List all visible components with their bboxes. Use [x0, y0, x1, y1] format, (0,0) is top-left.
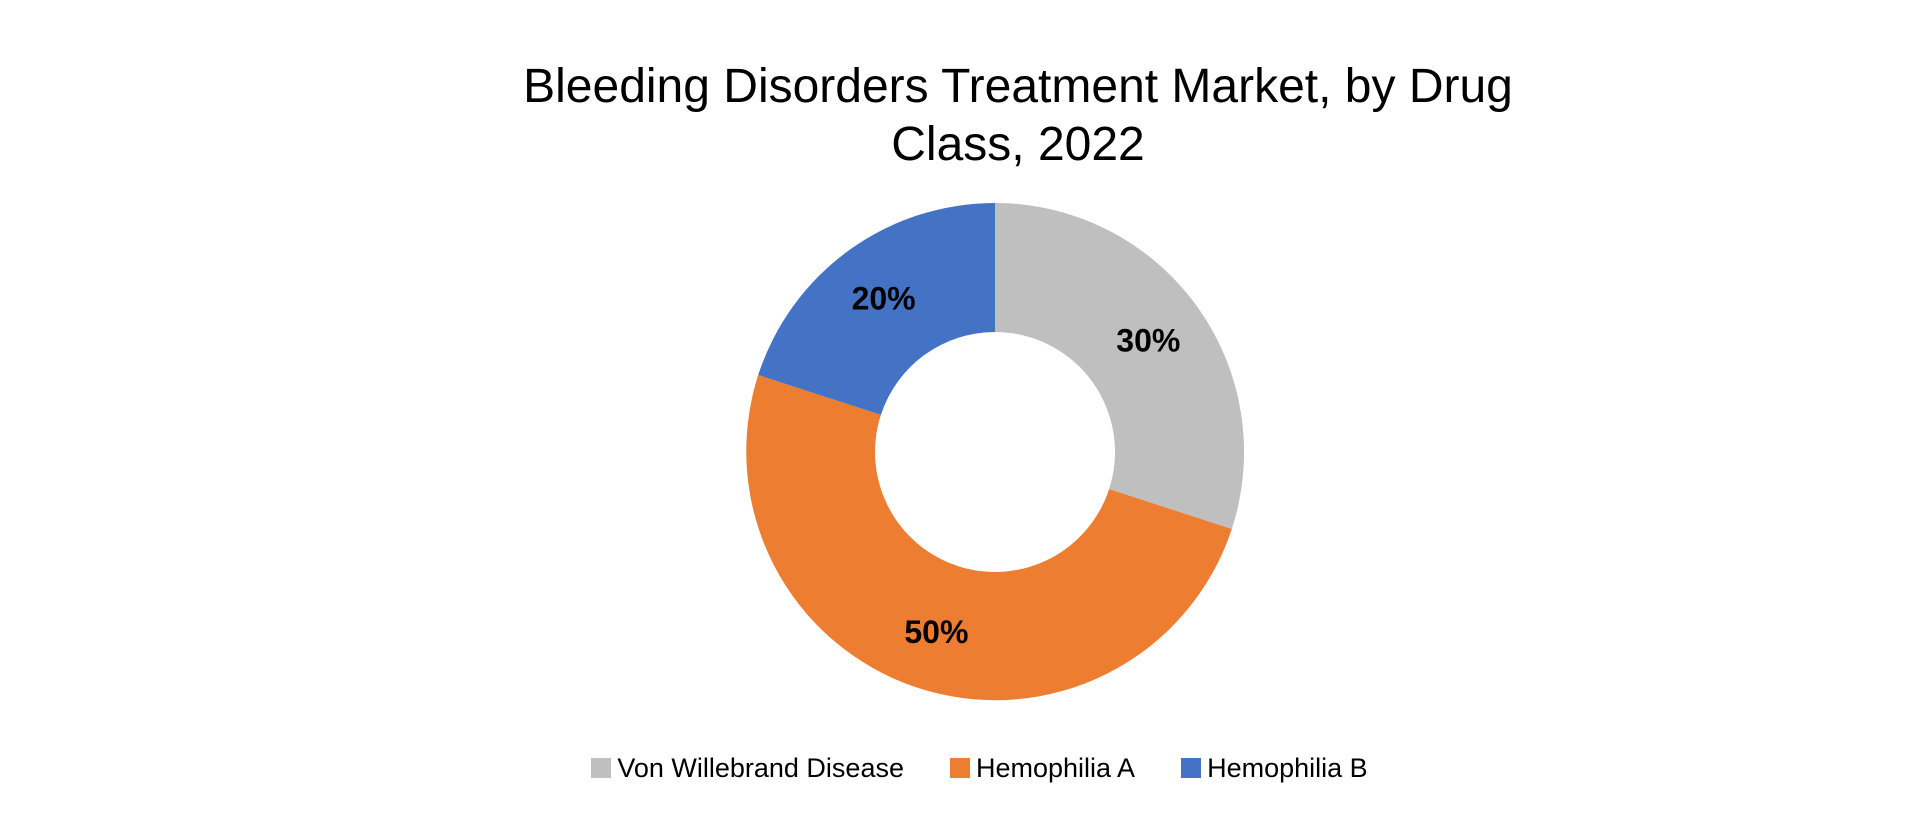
legend-label-hemophilia-a: Hemophilia A	[975, 753, 1136, 783]
data-label-hemophilia-a: 50%	[904, 614, 968, 650]
legend-label-hemophilia-b: Hemophilia B	[1207, 753, 1368, 783]
donut-segment-hemophilia-b	[758, 203, 995, 415]
data-label-hemophilia-b: 20%	[852, 281, 916, 317]
chart-title: Bleeding Disorders Treatment Market, by …	[523, 60, 1513, 171]
legend-item-von-willebrand-disease: Von Willebrand Disease	[591, 752, 904, 784]
donut-segment-von-willebrand-disease	[995, 203, 1244, 529]
legend-swatch-hemophilia-b	[1181, 758, 1202, 778]
legend-label-von-willebrand-disease: Von Willebrand Disease	[617, 753, 904, 783]
chart-legend: Von Willebrand Disease Hemophilia A Hemo…	[39, 750, 1920, 786]
legend-swatch-hemophilia-a	[949, 758, 970, 778]
donut-segment-hemophilia-a	[746, 375, 1232, 701]
legend-item-hemophilia-b: Hemophilia B	[1181, 752, 1368, 784]
donut-chart: 30% 50% 20%	[746, 203, 1244, 701]
data-label-von-willebrand-disease: 30%	[1116, 323, 1180, 359]
legend-item-hemophilia-a: Hemophilia A	[949, 752, 1136, 784]
legend-swatch-von-willebrand-disease	[591, 758, 612, 778]
